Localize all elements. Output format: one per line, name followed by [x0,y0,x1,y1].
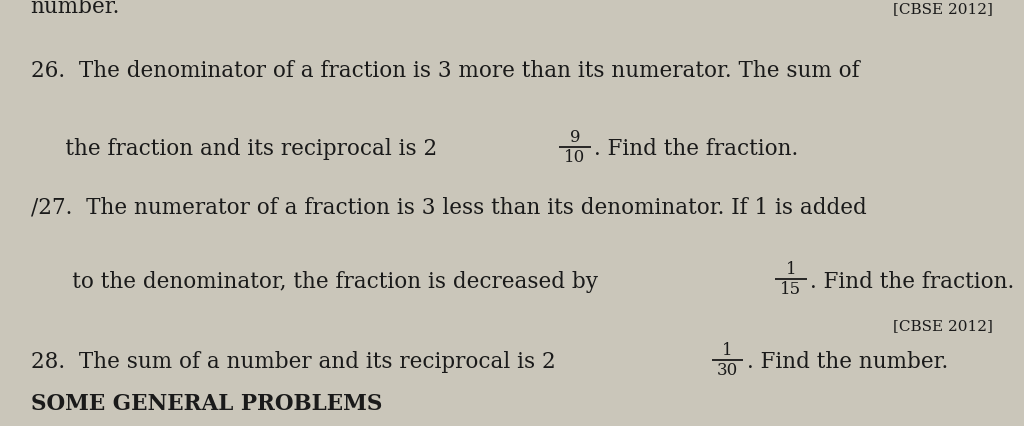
Text: [CBSE 2012]: [CBSE 2012] [893,2,993,16]
Text: . Find the fraction.: . Find the fraction. [810,271,1014,293]
Text: 1: 1 [785,261,797,278]
Text: /27.  The numerator of a fraction is 3 less than its denominator. If 1 is added: /27. The numerator of a fraction is 3 le… [31,196,866,218]
Text: SOME GENERAL PROBLEMS: SOME GENERAL PROBLEMS [31,393,382,415]
Text: [CBSE 2012]: [CBSE 2012] [893,319,993,333]
Text: 10: 10 [564,149,586,166]
Text: 30: 30 [717,362,738,379]
Text: the fraction and its reciprocal is 2: the fraction and its reciprocal is 2 [31,138,437,161]
Text: 26.  The denominator of a fraction is 3 more than its numerator. The sum of: 26. The denominator of a fraction is 3 m… [31,60,859,82]
Text: number.: number. [31,0,120,18]
Text: . Find the fraction.: . Find the fraction. [594,138,798,161]
Text: 28.  The sum of a number and its reciprocal is 2: 28. The sum of a number and its reciproc… [31,351,555,374]
Text: 1: 1 [722,342,733,359]
Text: 15: 15 [780,281,802,298]
Text: . Find the number.: . Find the number. [746,351,948,374]
Text: 9: 9 [569,129,580,146]
Text: to the denominator, the fraction is decreased by: to the denominator, the fraction is decr… [31,271,604,293]
